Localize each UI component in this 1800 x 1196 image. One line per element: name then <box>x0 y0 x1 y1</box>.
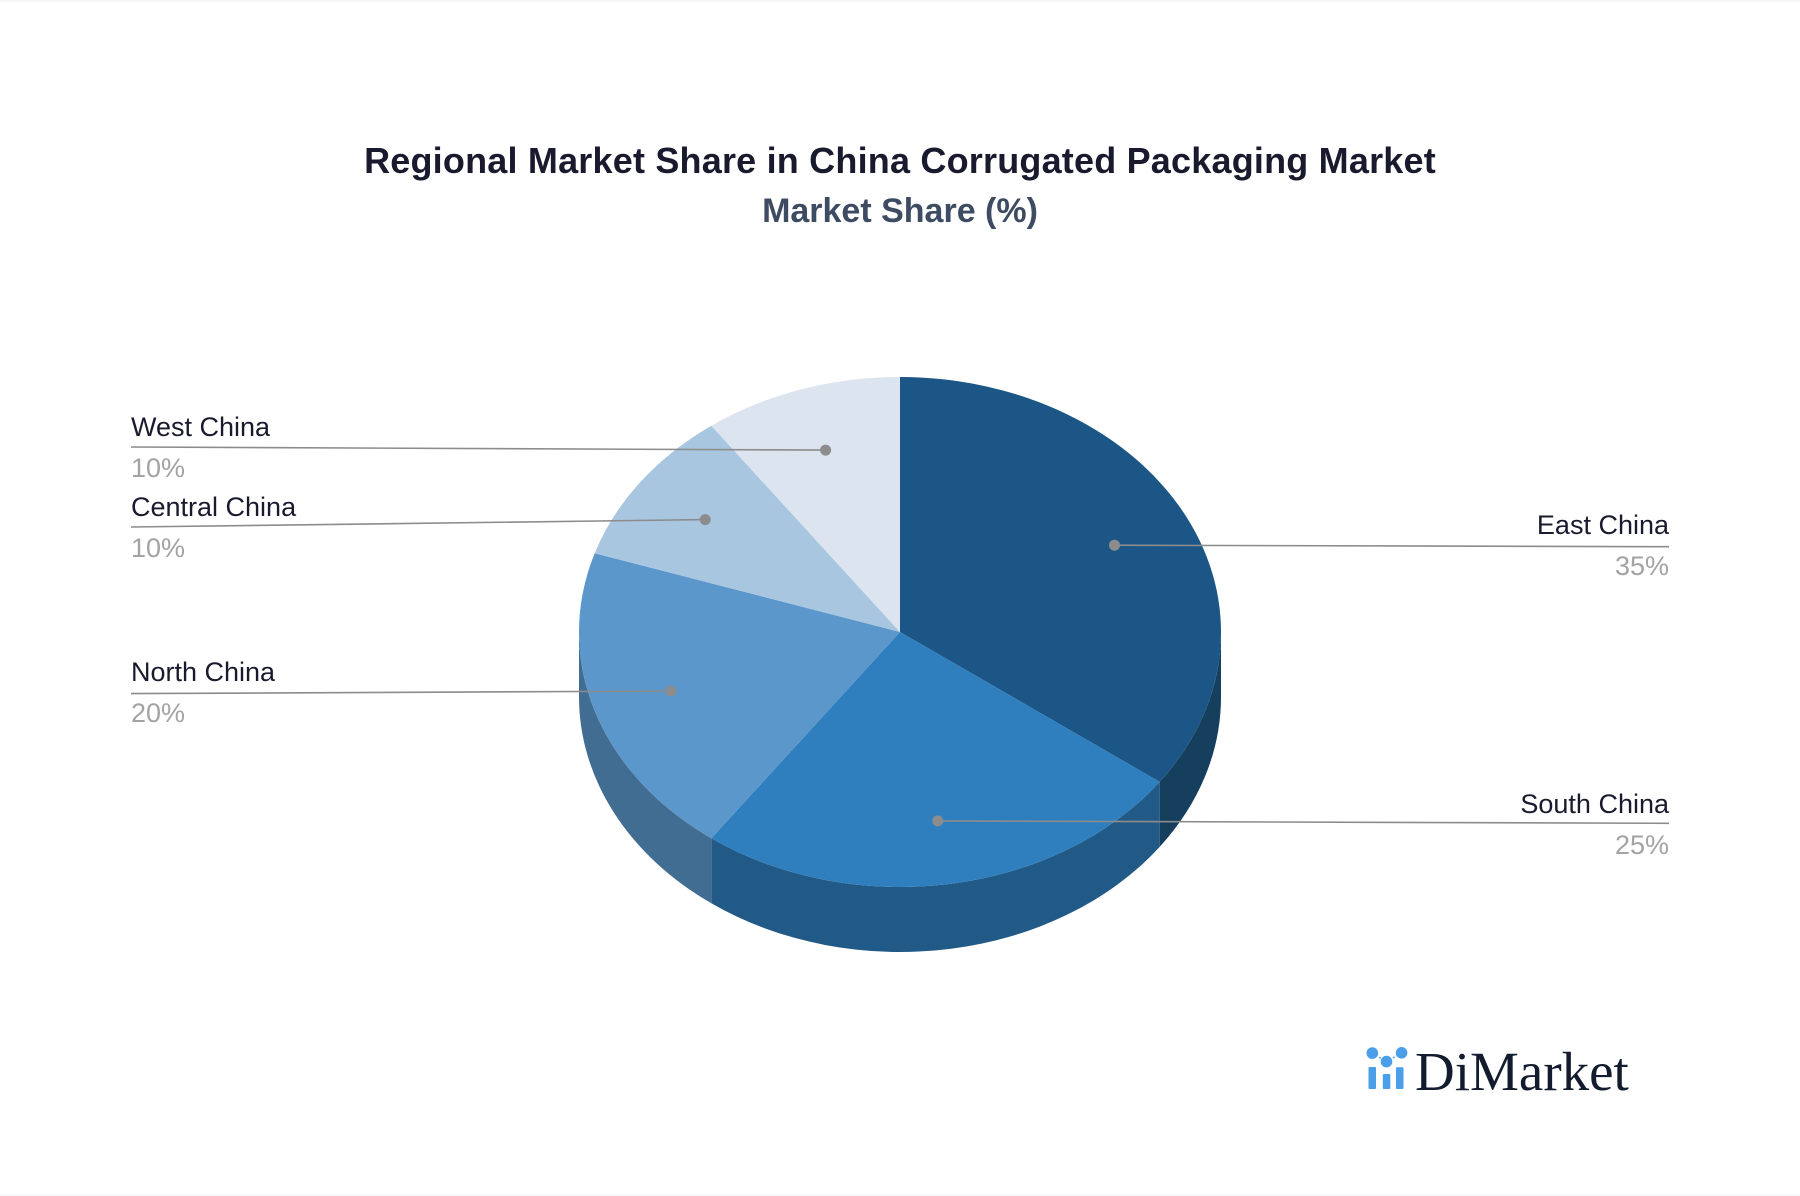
svg-text:DiMarket: DiMarket <box>1415 1041 1629 1102</box>
